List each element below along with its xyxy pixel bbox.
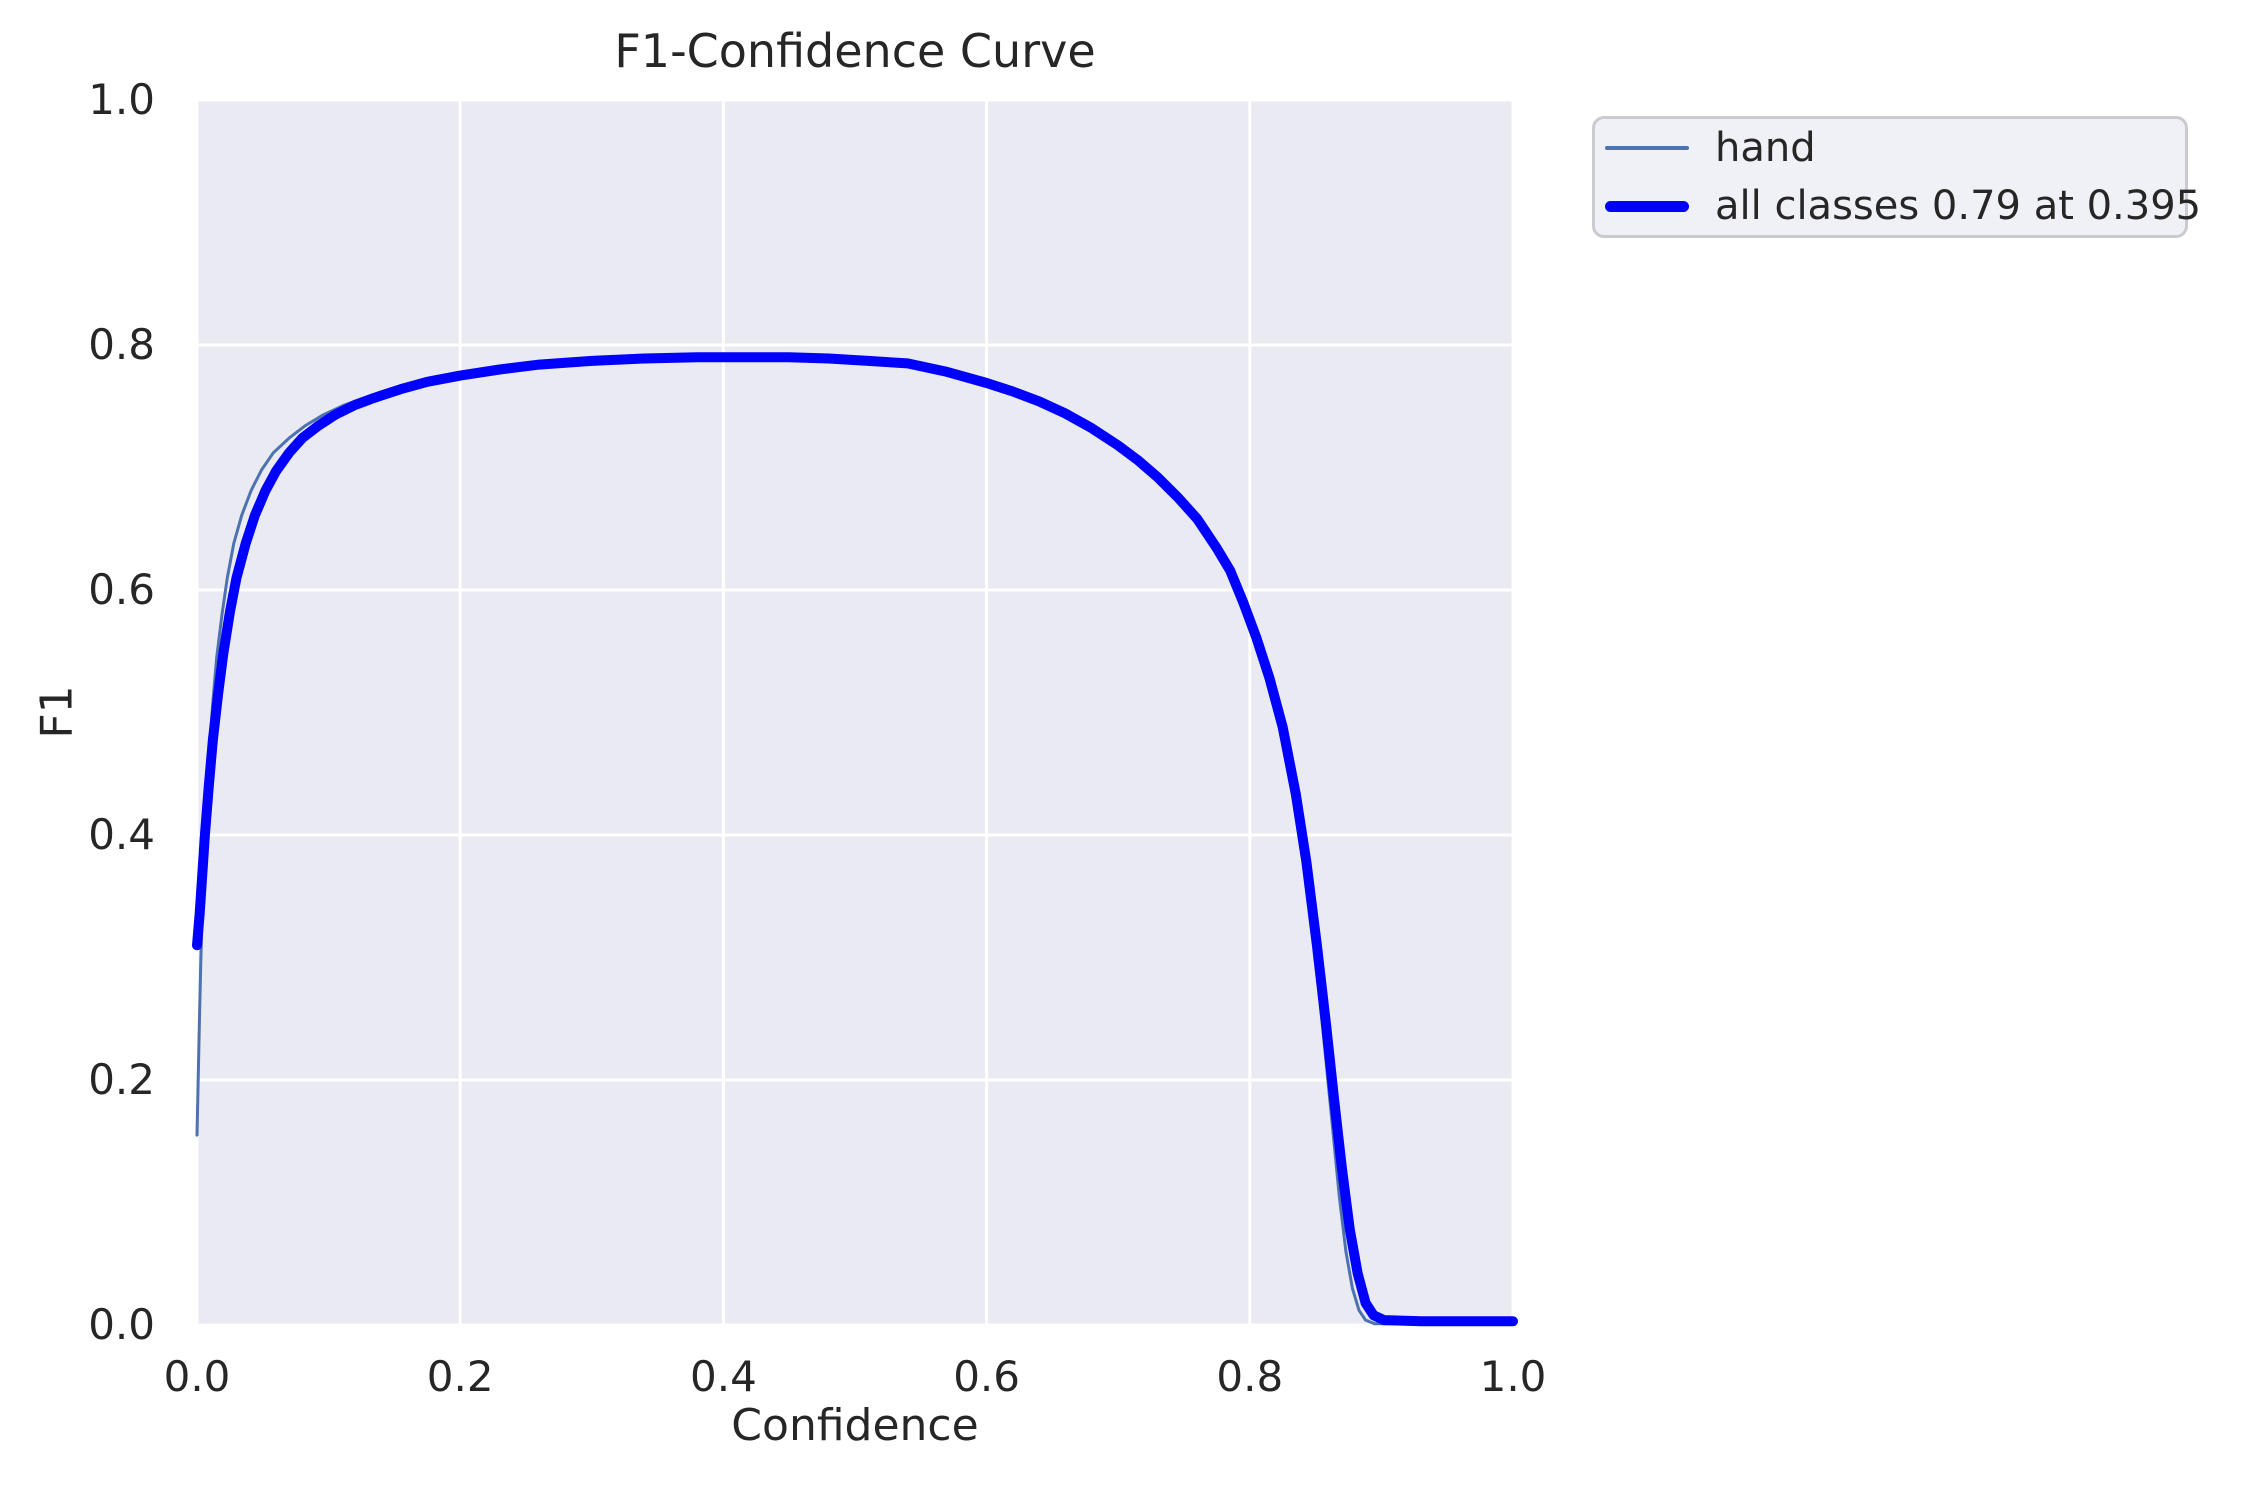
legend: hand all classes 0.79 at 0.395 [1592, 116, 2201, 238]
axes-background [197, 100, 1513, 1325]
all-classes-curve [192, 352, 1518, 1327]
legend-label-0: hand [1715, 125, 1816, 171]
legend-line-swatch-0 [1605, 146, 1689, 150]
x-tick-label-0.0: 0.0 [163, 1352, 231, 1401]
x-tick-label-0.2: 0.2 [426, 1352, 494, 1401]
legend-entry-1: all classes 0.79 at 0.395 [1605, 177, 2201, 235]
x-tick-label-0.8: 0.8 [1216, 1352, 1284, 1401]
y-axis-label: F1 [31, 685, 83, 739]
y-tick-label-0.6: 0.6 [88, 565, 155, 614]
y-tick-label-0.4: 0.4 [88, 810, 155, 859]
legend-entry-0: hand [1605, 119, 2175, 177]
x-tick-label-0.6: 0.6 [953, 1352, 1020, 1401]
y-tick-label-0.8: 0.8 [88, 320, 155, 369]
legend-label-1: all classes 0.79 at 0.395 [1715, 183, 2202, 229]
x-tick-label-1.0: 1.0 [1479, 1352, 1547, 1401]
y-tick-label-0.0: 0.0 [88, 1300, 155, 1349]
y-tick-label-0.2: 0.2 [88, 1055, 155, 1104]
y-tick-label-1.0: 1.0 [88, 75, 155, 124]
x-tick-label-0.4: 0.4 [689, 1352, 757, 1401]
x-axis-label: Confidence [731, 1400, 979, 1451]
legend-line-swatch-1 [1605, 200, 1689, 212]
chart-title: F1-Confidence Curve [614, 24, 1096, 78]
